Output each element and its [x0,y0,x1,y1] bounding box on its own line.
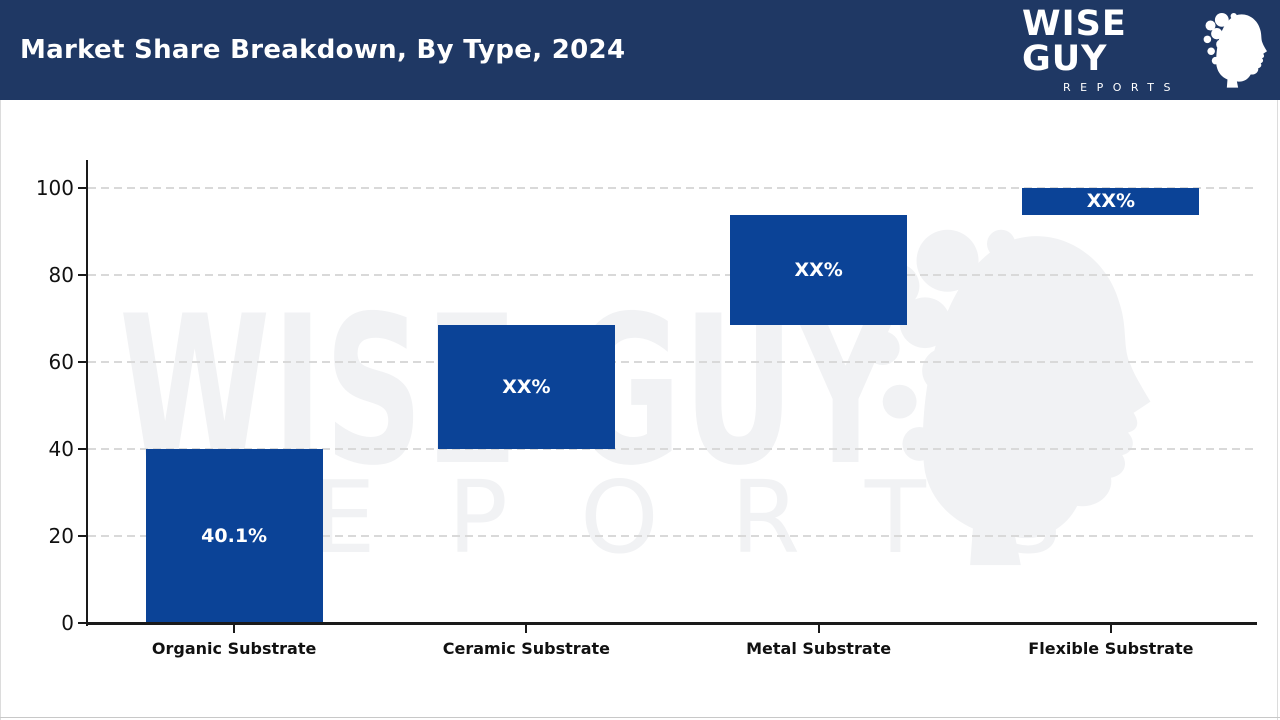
brand-subtitle: REPORTS [1063,80,1180,94]
page-title: Market Share Breakdown, By Type, 2024 [20,35,626,65]
category-label: Metal Substrate [746,639,892,658]
y-tick-label: 60 [48,350,74,374]
y-tick [78,187,86,189]
category-label: Flexible Substrate [1028,639,1194,658]
y-tick [78,622,86,624]
y-gridline [88,187,1257,189]
x-tick [233,625,236,633]
y-tick [78,535,86,537]
bar-value-label: 40.1% [201,524,268,547]
bottom-divider [0,717,1280,718]
y-tick-label: 0 [61,611,74,635]
y-tick-label: 100 [35,176,74,200]
bar-value-label: XX% [794,258,843,281]
bar-value-label: XX% [502,375,551,398]
x-tick [525,625,528,633]
brand-logo-text: WISE GUY REPORTS [1022,3,1217,94]
x-axis [86,622,1257,625]
bar-segment: XX% [730,214,908,325]
bar-value-label: XX% [1086,190,1136,213]
y-tick-label: 20 [48,524,74,548]
y-gridline [88,535,1257,537]
header: Market Share Breakdown, By Type, 2024 WI… [0,0,1280,100]
bar-segment: 40.1% [145,448,323,623]
x-tick [817,625,820,633]
x-tick [1109,625,1112,633]
y-gridline [88,448,1257,450]
y-tick [78,361,86,363]
brand-face-icon [1203,12,1267,88]
y-tick-label: 80 [48,263,74,287]
bar-segment: XX% [437,324,615,449]
brand-logo: WISE GUY REPORTS [1022,6,1272,94]
brand-name: WISE GUY [1022,3,1127,79]
y-axis [86,160,88,626]
y-tick-label: 40 [48,437,74,461]
y-gridline [88,361,1257,363]
category-label: Ceramic Substrate [442,639,610,658]
bar-segment: XX% [1022,188,1200,215]
y-tick [78,448,86,450]
y-gridline [88,274,1257,276]
category-label: Organic Substrate [151,639,317,658]
y-tick [78,274,86,276]
